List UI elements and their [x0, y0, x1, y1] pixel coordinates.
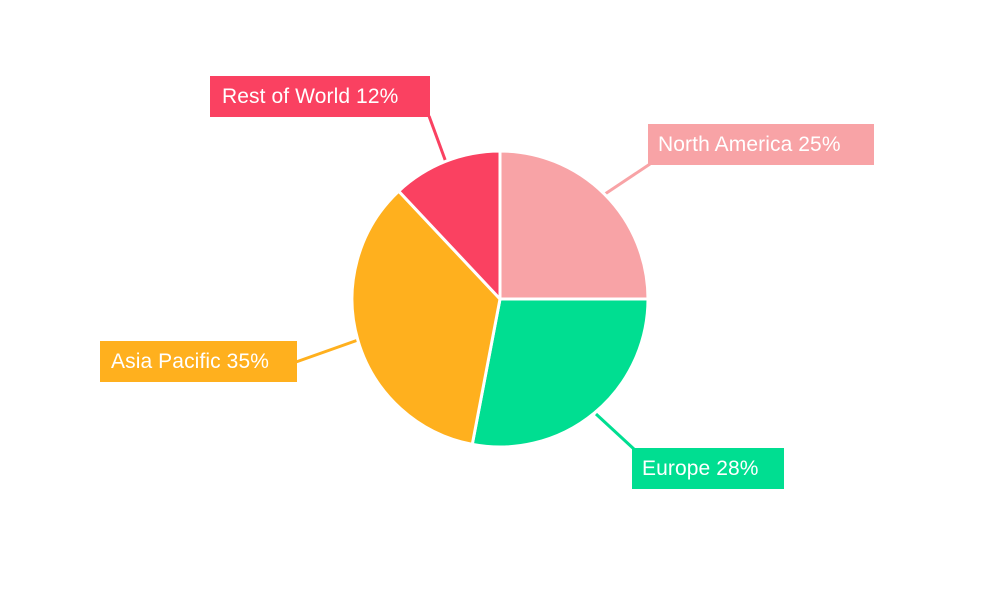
pie-label-rest-of-world-text: Rest of World 12% — [222, 85, 399, 108]
pie-slice-north-america[interactable] — [498, 149, 650, 301]
leader-line-asia-pacific — [295, 338, 359, 364]
pie-slice-rest-of-world[interactable] — [397, 149, 502, 301]
pie-label-europe[interactable]: Europe 28% — [632, 448, 784, 489]
pie-label-asia-pacific[interactable]: Asia Pacific 35% — [100, 341, 297, 382]
pie-slice-asia-pacific[interactable] — [350, 189, 502, 446]
pie-label-asia-pacific-text: Asia Pacific 35% — [111, 350, 270, 373]
pie-label-rest-of-world[interactable]: Rest of World 12% — [210, 76, 430, 117]
leader-line-north-america — [604, 162, 651, 196]
pie-label-europe-text: Europe 28% — [642, 457, 759, 480]
pie-label-north-america[interactable]: North America 25% — [648, 124, 874, 165]
pie-slice-europe[interactable] — [470, 297, 650, 449]
pie-slices — [350, 149, 650, 449]
leader-line-rest-of-world — [427, 115, 449, 166]
leader-lines — [295, 115, 651, 452]
leader-line-europe — [594, 412, 637, 452]
pie-label-north-america-text: North America 25% — [658, 133, 841, 156]
